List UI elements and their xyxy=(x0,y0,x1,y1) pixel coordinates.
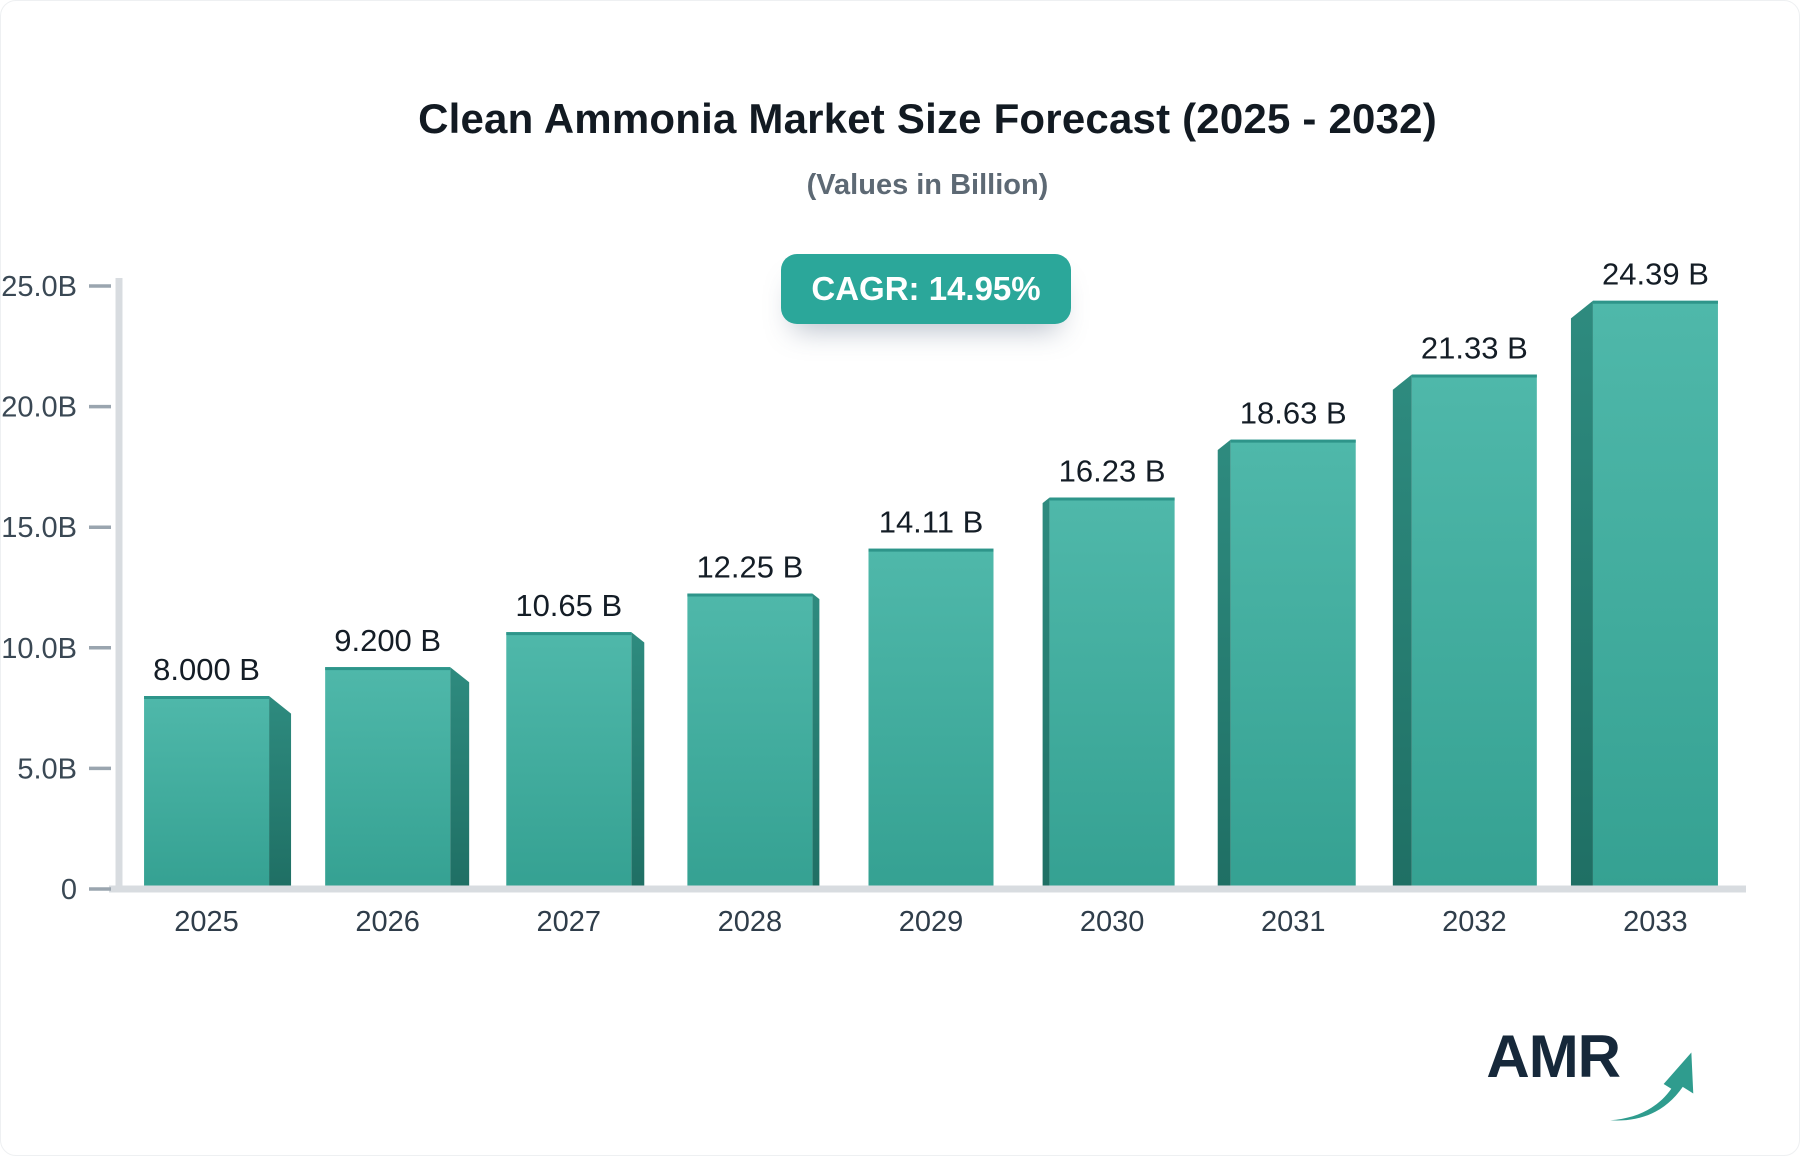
bar xyxy=(1049,497,1175,889)
bar-group-2029: 14.11 B 2029 xyxy=(868,505,994,938)
bar xyxy=(325,667,451,889)
bar-group-2027: 10.65 B 2027 xyxy=(506,588,645,938)
x-tick-label: 2031 xyxy=(1261,906,1326,938)
bar-group-2031: 18.63 B 2031 xyxy=(1217,396,1356,938)
amr-logo: AMR xyxy=(1486,1027,1704,1127)
bar xyxy=(1230,439,1356,889)
bar-side-face xyxy=(1570,300,1593,888)
y-tick-label: 5.0B xyxy=(17,753,77,785)
bar-side-face xyxy=(1392,374,1412,888)
bar-value-label: 10.65 B xyxy=(515,588,622,623)
bar-group-2030: 16.23 B 2030 xyxy=(1042,454,1175,938)
x-tick-label: 2028 xyxy=(718,906,783,938)
x-tick-label: 2032 xyxy=(1442,906,1507,938)
bar-value-label: 24.39 B xyxy=(1602,257,1709,292)
bar-group-2025: 8.000 B 2025 xyxy=(144,652,292,938)
bar-group-2026: 9.200 B 2026 xyxy=(325,623,470,938)
bar-value-label: 18.63 B xyxy=(1240,396,1347,431)
bar xyxy=(868,548,994,889)
bar-group-2033: 24.39 B 2033 xyxy=(1570,257,1718,938)
y-tick-label: 20.0B xyxy=(1,392,77,424)
bar xyxy=(506,632,632,889)
bar-value-label: 8.000 B xyxy=(153,652,260,687)
growth-arrow-icon xyxy=(1610,1052,1694,1121)
bar-value-label: 14.11 B xyxy=(879,505,984,540)
bar xyxy=(687,593,813,889)
chart-title: Clean Ammonia Market Size Forecast (2025… xyxy=(418,95,1437,142)
x-tick-label: 2030 xyxy=(1080,906,1145,938)
y-tick-label: 0 xyxy=(61,874,77,906)
bar-side-face xyxy=(1217,439,1231,888)
bar xyxy=(144,696,270,889)
bar-group-2032: 21.33 B 2032 xyxy=(1392,331,1537,938)
x-tick-label: 2025 xyxy=(174,906,239,938)
bar-value-label: 12.25 B xyxy=(696,550,803,585)
chart-subtitle: (Values in Billion) xyxy=(806,169,1049,201)
bar xyxy=(1411,374,1537,889)
y-tick-label: 15.0B xyxy=(1,512,77,544)
amr-logo-text: AMR xyxy=(1486,1023,1621,1090)
bar-value-label: 21.33 B xyxy=(1421,331,1528,366)
x-tick-label: 2026 xyxy=(355,906,420,938)
bar-value-label: 9.200 B xyxy=(334,623,441,658)
bar-value-label: 16.23 B xyxy=(1059,454,1166,489)
bar-side-face xyxy=(450,667,470,888)
y-tick-label: 10.0B xyxy=(1,633,77,665)
cagr-badge: CAGR: 14.95% xyxy=(781,254,1071,324)
x-tick-label: 2033 xyxy=(1623,906,1688,938)
y-tick-label: 25.0B xyxy=(1,271,77,303)
bar-group-2028: 12.25 B 2028 xyxy=(687,550,820,938)
bar-side-face xyxy=(1042,497,1050,888)
x-tick-label: 2027 xyxy=(537,906,602,938)
bar-side-face xyxy=(631,632,645,888)
bar-side-face xyxy=(812,593,820,888)
bar-side-face xyxy=(269,696,292,888)
x-tick-label: 2029 xyxy=(899,906,964,938)
bar xyxy=(1592,300,1718,889)
